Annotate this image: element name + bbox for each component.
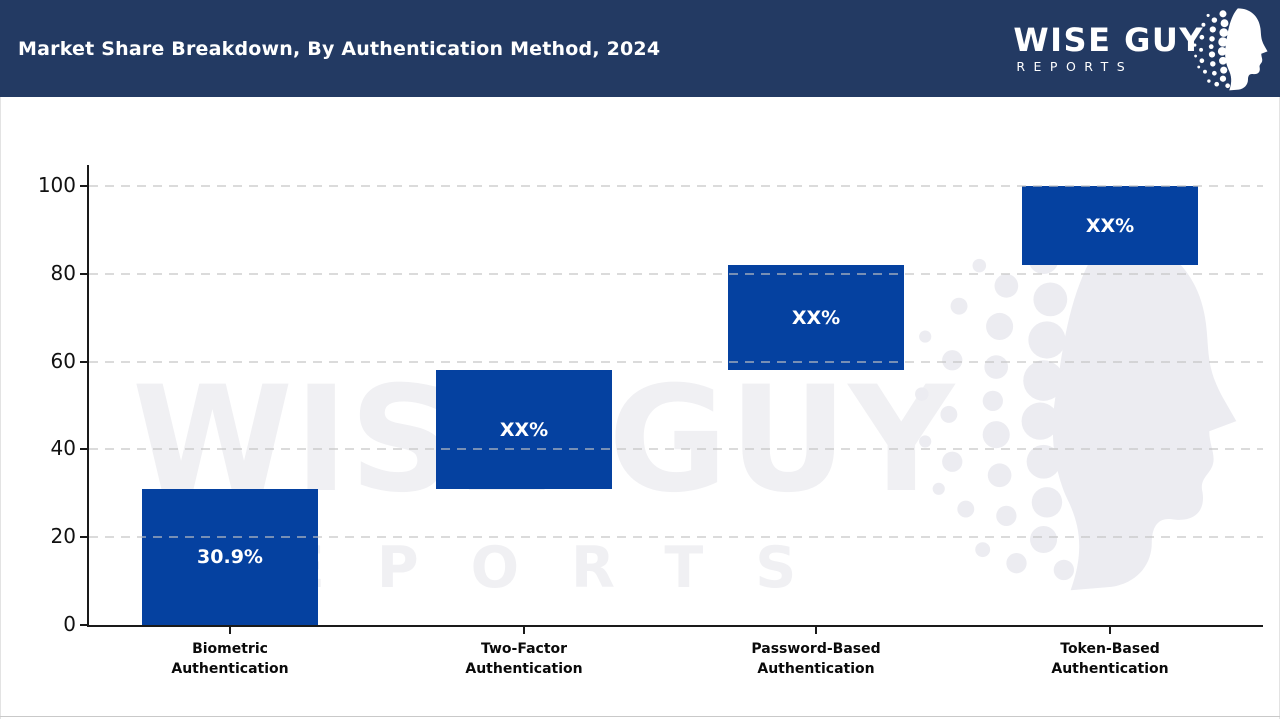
x-tick-mark [523, 627, 525, 634]
x-tick-mark [1109, 627, 1111, 634]
header-bar: Market Share Breakdown, By Authenticatio… [0, 0, 1280, 97]
bar-value-label: XX% [1085, 214, 1135, 237]
gridline [89, 272, 1263, 275]
y-tick-mark [80, 536, 87, 539]
chart-title: Market Share Breakdown, By Authenticatio… [18, 37, 661, 60]
dotted-head-icon [1190, 6, 1270, 92]
y-tick-label: 80 [50, 260, 76, 285]
x-tick-mark [815, 627, 817, 634]
y-tick-mark [80, 272, 87, 275]
bar-value-label: 30.9% [197, 546, 263, 569]
bar-password-based-authentication: XX% [728, 265, 904, 371]
y-tick-label: 0 [63, 612, 76, 636]
x-tick-mark [229, 627, 231, 634]
bar-value-label: XX% [791, 306, 841, 329]
bar-two-factor-authentication: XX% [436, 370, 612, 490]
logo-wordmark: WISE GUY REPORTS [1013, 24, 1204, 74]
x-tick-label: Password-Based Authentication [686, 639, 946, 679]
bottom-border-line [0, 716, 1280, 717]
x-tick-label-line: Authentication [171, 661, 289, 677]
x-tick-label-line: Authentication [1051, 661, 1169, 677]
gridline [89, 448, 1263, 451]
bar-token-based-authentication: XX% [1022, 186, 1198, 266]
x-tick-label: Two-Factor Authentication [394, 639, 654, 679]
x-tick-label: Biometric Authentication [100, 639, 360, 679]
y-tick-mark [80, 448, 87, 451]
logo-wiseguy-text: WISE GUY [1013, 20, 1204, 59]
gridline [89, 360, 1263, 363]
chart-area: WISE GUY REPORTS 0 20 40 60 80 100 30.9% Biomet… [0, 97, 1280, 720]
y-tick-label: 40 [50, 436, 76, 461]
x-tick-label: Token-Based Authentication [980, 639, 1240, 679]
watermark-head-icon [878, 225, 1270, 597]
bar-biometric-authentication: 30.9% [142, 489, 318, 625]
logo-reports-text: REPORTS [1016, 58, 1134, 74]
y-tick-mark [80, 185, 87, 187]
x-tick-label-line: Token-Based [1060, 641, 1160, 657]
x-tick-label-line: Two-Factor [480, 641, 568, 657]
y-tick-label: 100 [37, 173, 76, 197]
x-axis-line [87, 625, 1263, 627]
gridline [89, 536, 1263, 539]
x-tick-label-line: Password-Based [751, 641, 881, 657]
gridline [89, 185, 1263, 187]
y-tick-mark [80, 360, 87, 363]
wiseguy-logo: WISE GUY REPORTS [1013, 6, 1270, 92]
x-tick-label-line: Authentication [757, 661, 875, 677]
y-tick-label: 60 [50, 348, 76, 373]
x-tick-label-line: Authentication [465, 661, 583, 677]
y-axis-line [87, 165, 89, 627]
y-tick-label: 20 [50, 524, 76, 549]
bar-value-label: XX% [499, 418, 549, 441]
x-tick-label-line: Biometric [192, 641, 268, 657]
y-tick-mark [80, 624, 87, 626]
